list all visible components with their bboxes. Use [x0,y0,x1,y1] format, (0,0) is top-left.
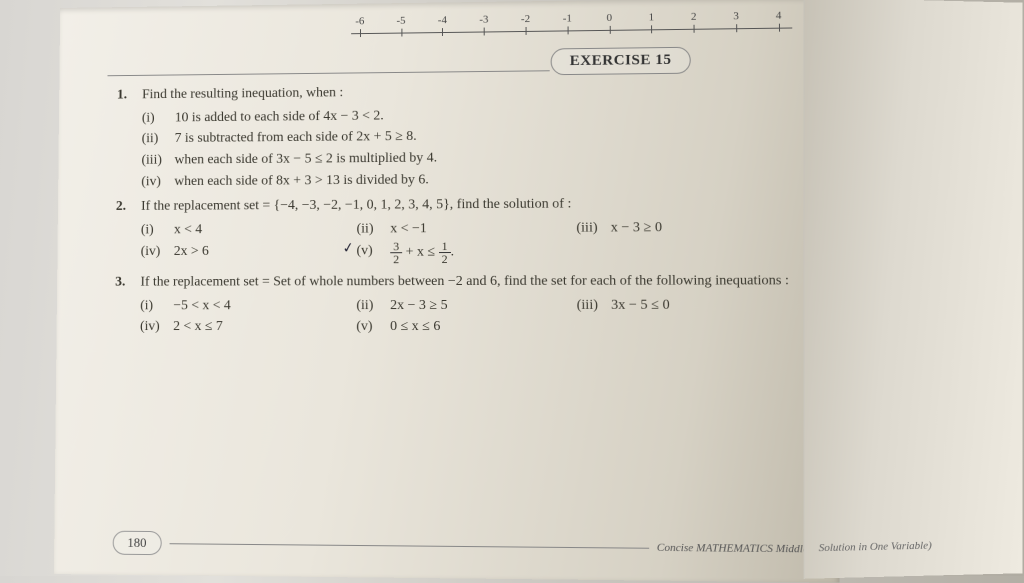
q2-number: 2. [116,197,141,218]
numline-tick [609,26,610,34]
q2-part-iii: (iii)x − 3 ≥ 0 [576,217,759,240]
q2-row2: (iv)2x > 6 (v) 32 + x ≤ 12. [141,238,805,265]
q2-v-expr: 32 + x ≤ 12. [390,240,454,265]
q2-row1: (i)x < 4 (ii)x < −1 (iii)x − 3 ≥ 0 [141,217,805,242]
numline-label: 4 [776,10,782,22]
content: 1. Find the resulting inequation, when :… [115,77,806,338]
rule-line [107,70,549,76]
numline-tick [779,24,780,32]
numline-tick [651,25,652,33]
q1-number: 1. [117,85,142,106]
footer-text-right: Solution in One Variable) [819,540,932,555]
question-2: 2. If the replacement set = {−4, −3, −2,… [116,193,805,218]
numline-label: -1 [563,13,572,25]
q1-part-iv: (iv)when each side of 8x + 3 > 13 is div… [141,167,804,193]
numline-tick [526,27,527,35]
numline-tick [360,29,361,37]
numline-tick [694,25,695,33]
right-page: Solution in One Variable) [804,0,1023,579]
left-page: -6-5-4-3-2-101234 EXERCISE 15 1. Find th… [54,0,840,583]
q3-row2: (iv)2 < x ≤ 7 (v)0 ≤ x ≤ 6 [140,316,806,338]
footer-rule [169,543,649,549]
numline-label: 0 [606,12,612,24]
q2-part-iv: (iv)2x > 6 [141,240,357,265]
q2-v-label: (v) [356,240,390,265]
numline-label: 1 [649,11,655,23]
page-number: 180 [113,531,162,555]
numline-label: -4 [438,14,447,26]
numline-label: -2 [521,13,530,25]
q3-part-iii: (iii)3x − 5 ≤ 0 [577,294,761,316]
numline-tick [567,26,568,34]
fraction-3-2: 32 [390,240,402,265]
numline-label: 2 [691,11,697,23]
fraction-1-2: 12 [439,240,451,265]
numline-tick [484,28,485,36]
numline-label: -6 [355,15,364,27]
numline-label: -3 [479,14,488,26]
footer-text-left: Concise MATHEMATICS Middle [657,542,808,556]
q2-part-v: (v) 32 + x ≤ 12. [356,239,576,265]
q3-row1: (i)−5 < x < 4 (ii)2x − 3 ≥ 5 (iii)3x − 5… [140,294,805,316]
numline-tick [442,28,443,36]
q3-part-ii: (ii)2x − 3 ≥ 5 [356,294,576,316]
numline-tick [736,24,737,32]
number-line-axis [351,27,792,34]
page-footer: 180 Concise MATHEMATICS Middle [113,531,809,562]
numline-label: 3 [733,10,739,22]
question-3: 3. If the replacement set = Set of whole… [115,270,805,293]
q3-part-v: (v)0 ≤ x ≤ 6 [356,316,577,338]
q3-stem: If the replacement set = Set of whole nu… [140,270,805,293]
exercise-badge: EXERCISE 15 [551,47,691,75]
q3-number: 3. [115,272,140,293]
numline-label: -5 [396,15,405,27]
q3-part-i: (i)−5 < x < 4 [140,295,356,317]
numline-tick [401,29,402,37]
q3-part-iv: (iv)2 < x ≤ 7 [140,316,356,338]
q2-stem: If the replacement set = {−4, −3, −2, −1… [141,193,804,218]
q2-part-ii: (ii)x < −1 [357,218,577,241]
q2-part-i: (i)x < 4 [141,219,357,241]
